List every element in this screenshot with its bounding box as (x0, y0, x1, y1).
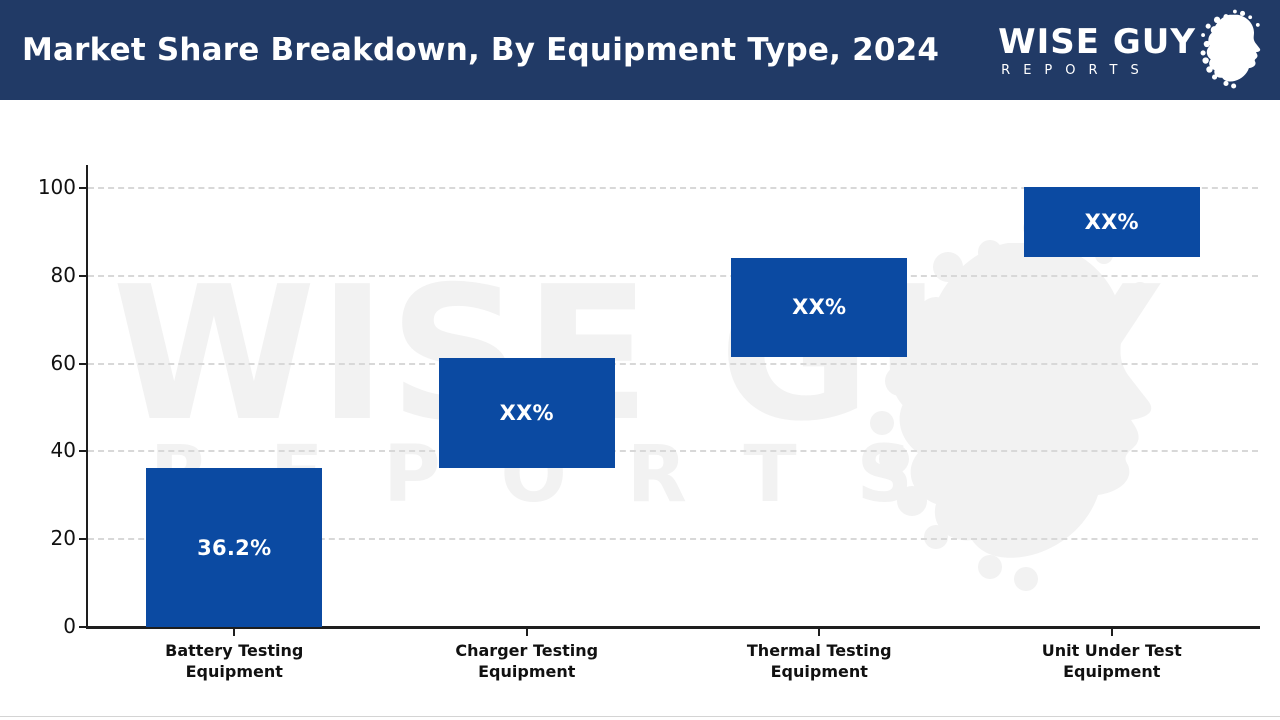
bar-value-label: XX% (792, 295, 847, 320)
y-tick-label: 80 (50, 262, 76, 287)
bar-segment: XX% (731, 257, 908, 357)
y-tick-label: 0 (63, 614, 76, 638)
y-tick-mark (79, 450, 88, 453)
wiseguy-head-watermark-icon (870, 219, 1152, 591)
y-tick-label: 20 (50, 526, 76, 551)
logo-reports-label: REPORTS (1001, 63, 1152, 78)
y-tick-mark (79, 626, 88, 628)
wiseguy-head-logo-icon (1200, 9, 1261, 89)
bar-segment: XX% (1023, 186, 1200, 257)
bottom-divider (0, 716, 1280, 717)
gridline (88, 450, 1258, 453)
bar-value-label: XX% (1084, 209, 1139, 234)
y-tick-label: 60 (50, 350, 76, 375)
y-tick-mark (79, 362, 88, 365)
gridline (88, 538, 1258, 541)
page-title: Market Share Breakdown, By Equipment Typ… (22, 32, 940, 68)
gridline (88, 187, 1258, 189)
wiseguy-logo: WISE GUY REPORTS (998, 0, 1274, 100)
x-category-label: Thermal Testing Equipment (746, 641, 892, 681)
x-category-label: Charger Testing Equipment (455, 641, 599, 681)
x-tick-mark (1110, 629, 1113, 636)
y-tick-mark (79, 274, 88, 277)
bar-value-label: XX% (499, 400, 554, 425)
x-category-label: Battery Testing Equipment (165, 641, 304, 681)
header-bar: Market Share Breakdown, By Equipment Typ… (0, 0, 1280, 100)
y-tick-label: 40 (50, 438, 76, 463)
bar-segment: XX% (438, 357, 615, 469)
bar-segment: 36.2% (146, 468, 323, 627)
x-tick-mark (525, 629, 528, 636)
logo-wiseguy-label: WISE GUY (998, 22, 1196, 62)
gridline (88, 274, 1258, 277)
y-tick-mark (79, 187, 88, 189)
x-tick-mark (233, 629, 236, 636)
wiseguy-logo-text: WISE GUY REPORTS (998, 24, 1196, 78)
y-tick-label: 100 (37, 175, 76, 199)
x-tick-mark (818, 629, 821, 636)
gridline (88, 362, 1258, 365)
y-tick-mark (79, 538, 88, 541)
bar-value-label: 36.2% (197, 535, 272, 560)
x-axis-line (86, 626, 1260, 629)
y-axis-line (86, 165, 88, 629)
x-category-label: Unit Under Test Equipment (1041, 641, 1182, 681)
